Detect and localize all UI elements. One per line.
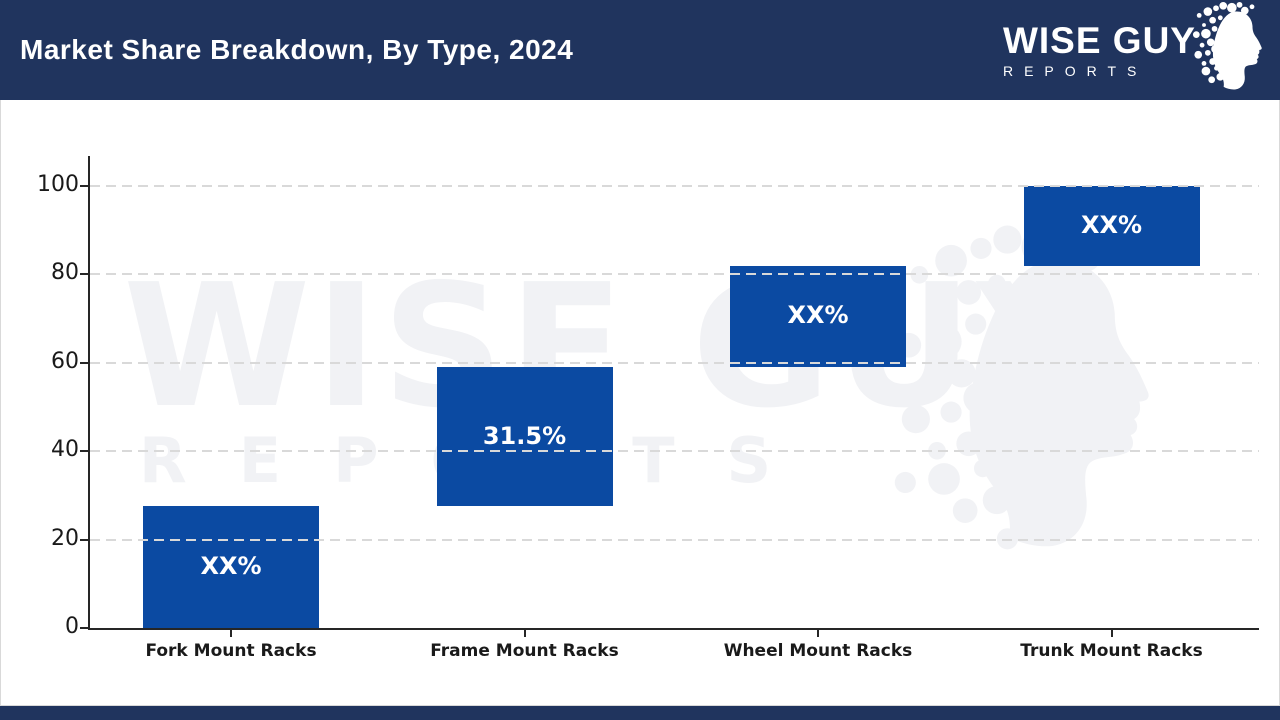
y-tick-mark	[80, 538, 89, 541]
page-title: Market Share Breakdown, By Type, 2024	[20, 34, 574, 65]
y-tick-label: 60	[51, 348, 79, 374]
footer-bar	[0, 706, 1280, 720]
wise-guy-logo: WISE GUY REPORTS	[1003, 0, 1274, 100]
category-label: Trunk Mount Racks	[1020, 641, 1203, 661]
y-tick-label: 0	[65, 614, 79, 639]
logo-text-secondary: REPORTS	[1002, 62, 1148, 79]
y-tick-mark	[80, 450, 89, 453]
category-label: Wheel Mount Racks	[723, 641, 913, 661]
x-tick-mark	[230, 630, 232, 637]
bar-segment	[436, 367, 613, 507]
category-label: Frame Mount Racks	[430, 641, 619, 661]
x-tick-mark	[817, 630, 819, 637]
wise-guy-face-icon	[1192, 1, 1262, 90]
y-tick-label: 20	[51, 525, 79, 551]
gridline	[90, 185, 1259, 187]
y-axis-spine	[88, 156, 90, 630]
logo-text-primary: WISE GUY	[1002, 19, 1196, 61]
bar-value-label: XX%	[787, 301, 849, 330]
bar-value-label: XX%	[200, 552, 262, 581]
y-tick-label: 100	[37, 172, 79, 197]
x-tick-mark	[1110, 630, 1113, 637]
y-tick-label: 40	[51, 437, 79, 463]
bar-segment	[730, 265, 906, 368]
x-axis-spine	[88, 628, 1259, 630]
category-label: Fork Mount Racks	[145, 641, 317, 661]
x-tick-mark	[523, 630, 526, 637]
logo-text: WISE GUY REPORTS	[1003, 22, 1196, 79]
bar-value-label: 31.5%	[482, 421, 567, 450]
y-tick-mark	[80, 185, 89, 187]
bar-value-label: XX%	[1080, 210, 1143, 239]
y-tick-label: 80	[51, 260, 79, 286]
chart-header: Market Share Breakdown, By Type, 2024 WI…	[0, 0, 1280, 100]
y-tick-mark	[80, 361, 89, 364]
gridline	[90, 538, 1259, 541]
bar-segment	[1023, 186, 1200, 266]
gridline	[90, 273, 1259, 276]
gridline	[90, 361, 1259, 364]
bar-segment	[143, 506, 319, 628]
gridline	[90, 450, 1259, 453]
y-tick-mark	[80, 273, 89, 276]
y-tick-mark	[80, 627, 89, 629]
